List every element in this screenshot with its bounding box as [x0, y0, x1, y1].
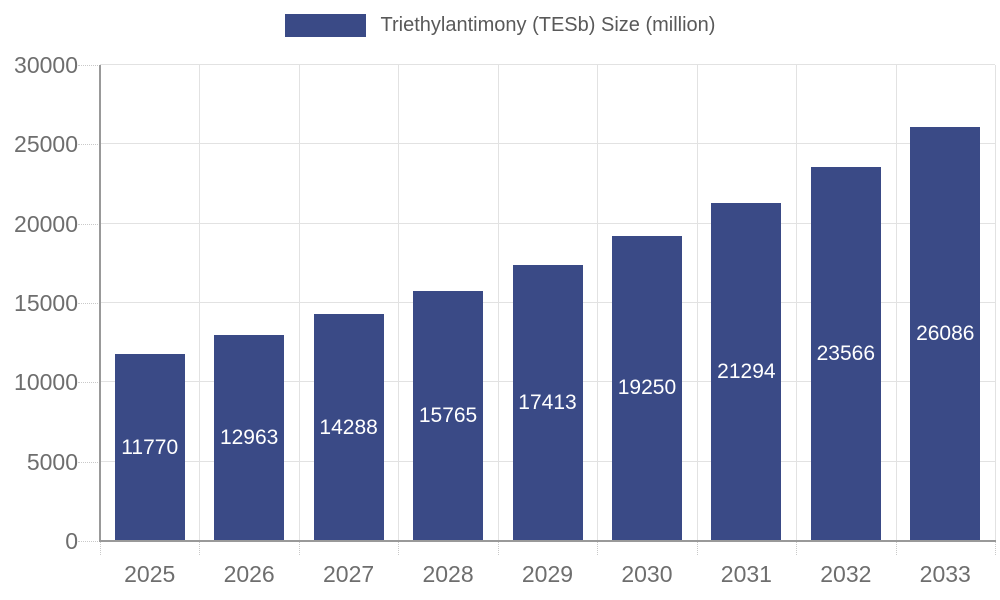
- y-axis-tick-label: 0: [65, 528, 78, 554]
- x-axis-tick: [100, 541, 101, 555]
- y-axis-tick-label: 5000: [26, 448, 78, 475]
- x-axis-tick: [895, 541, 897, 555]
- y-axis-tick: [78, 382, 100, 384]
- bar-2031[interactable]: [711, 203, 782, 541]
- x-axis-tick-label: 2026: [223, 561, 275, 587]
- bar-2025[interactable]: [114, 354, 185, 541]
- legend-item[interactable]: Triethylantimony (TESb) Size (million): [0, 14, 1000, 37]
- legend-label: Triethylantimony (TESb) Size (million): [380, 14, 716, 36]
- y-gridline: [100, 222, 995, 224]
- x-gridline: [398, 65, 400, 541]
- y-axis-tick-label: 15000: [14, 290, 78, 316]
- y-axis-tick: [78, 541, 100, 542]
- x-gridline: [497, 65, 499, 541]
- x-axis-tick: [398, 541, 400, 555]
- bar-2033[interactable]: [910, 127, 981, 541]
- x-axis-tick: [696, 541, 698, 555]
- x-axis-tick-label: 2030: [621, 561, 673, 587]
- bar-2032[interactable]: [810, 167, 881, 541]
- x-gridline: [995, 65, 996, 541]
- y-axis-tick: [78, 144, 100, 146]
- x-axis-tick-label: 2027: [323, 561, 375, 587]
- x-axis-tick-label: 2025: [124, 561, 176, 587]
- x-axis-tick: [298, 541, 300, 555]
- x-axis-tick-label: 2033: [919, 561, 971, 587]
- x-gridline: [597, 65, 599, 541]
- y-axis-line: [99, 65, 101, 541]
- bar-2026[interactable]: [214, 335, 285, 541]
- x-axis-tick-label: 2029: [521, 561, 574, 587]
- x-gridline: [298, 65, 300, 541]
- x-axis-tick: [597, 541, 599, 555]
- y-axis-tick: [78, 303, 100, 304]
- bar-2029[interactable]: [512, 264, 583, 541]
- legend-swatch: [284, 14, 366, 37]
- y-axis-tick-label: 10000: [14, 369, 78, 396]
- bar-2028[interactable]: [413, 290, 484, 541]
- x-gridline: [796, 65, 798, 541]
- bar-2027[interactable]: [313, 314, 384, 541]
- y-axis-tick-label: 25000: [14, 131, 78, 158]
- x-axis-tick-label: 2031: [720, 561, 772, 587]
- y-axis-tick: [78, 65, 100, 66]
- y-gridline: [100, 64, 995, 65]
- x-gridline: [696, 65, 698, 541]
- x-axis-tick: [796, 541, 798, 555]
- x-gridline: [199, 65, 201, 541]
- y-gridline: [100, 143, 995, 145]
- y-axis-tick: [78, 223, 100, 225]
- x-axis-tick-label: 2032: [820, 561, 872, 587]
- y-axis-tick: [78, 461, 100, 463]
- x-gridline: [895, 65, 897, 541]
- x-axis-line: [99, 540, 996, 542]
- bar-2030[interactable]: [611, 235, 682, 541]
- x-axis-tick: [497, 541, 499, 555]
- x-axis-tick: [199, 541, 201, 555]
- y-axis-tick-label: 30000: [14, 52, 78, 78]
- y-axis-tick-label: 20000: [14, 210, 78, 237]
- x-axis-tick: [995, 541, 996, 555]
- x-axis-tick-label: 2028: [422, 561, 474, 587]
